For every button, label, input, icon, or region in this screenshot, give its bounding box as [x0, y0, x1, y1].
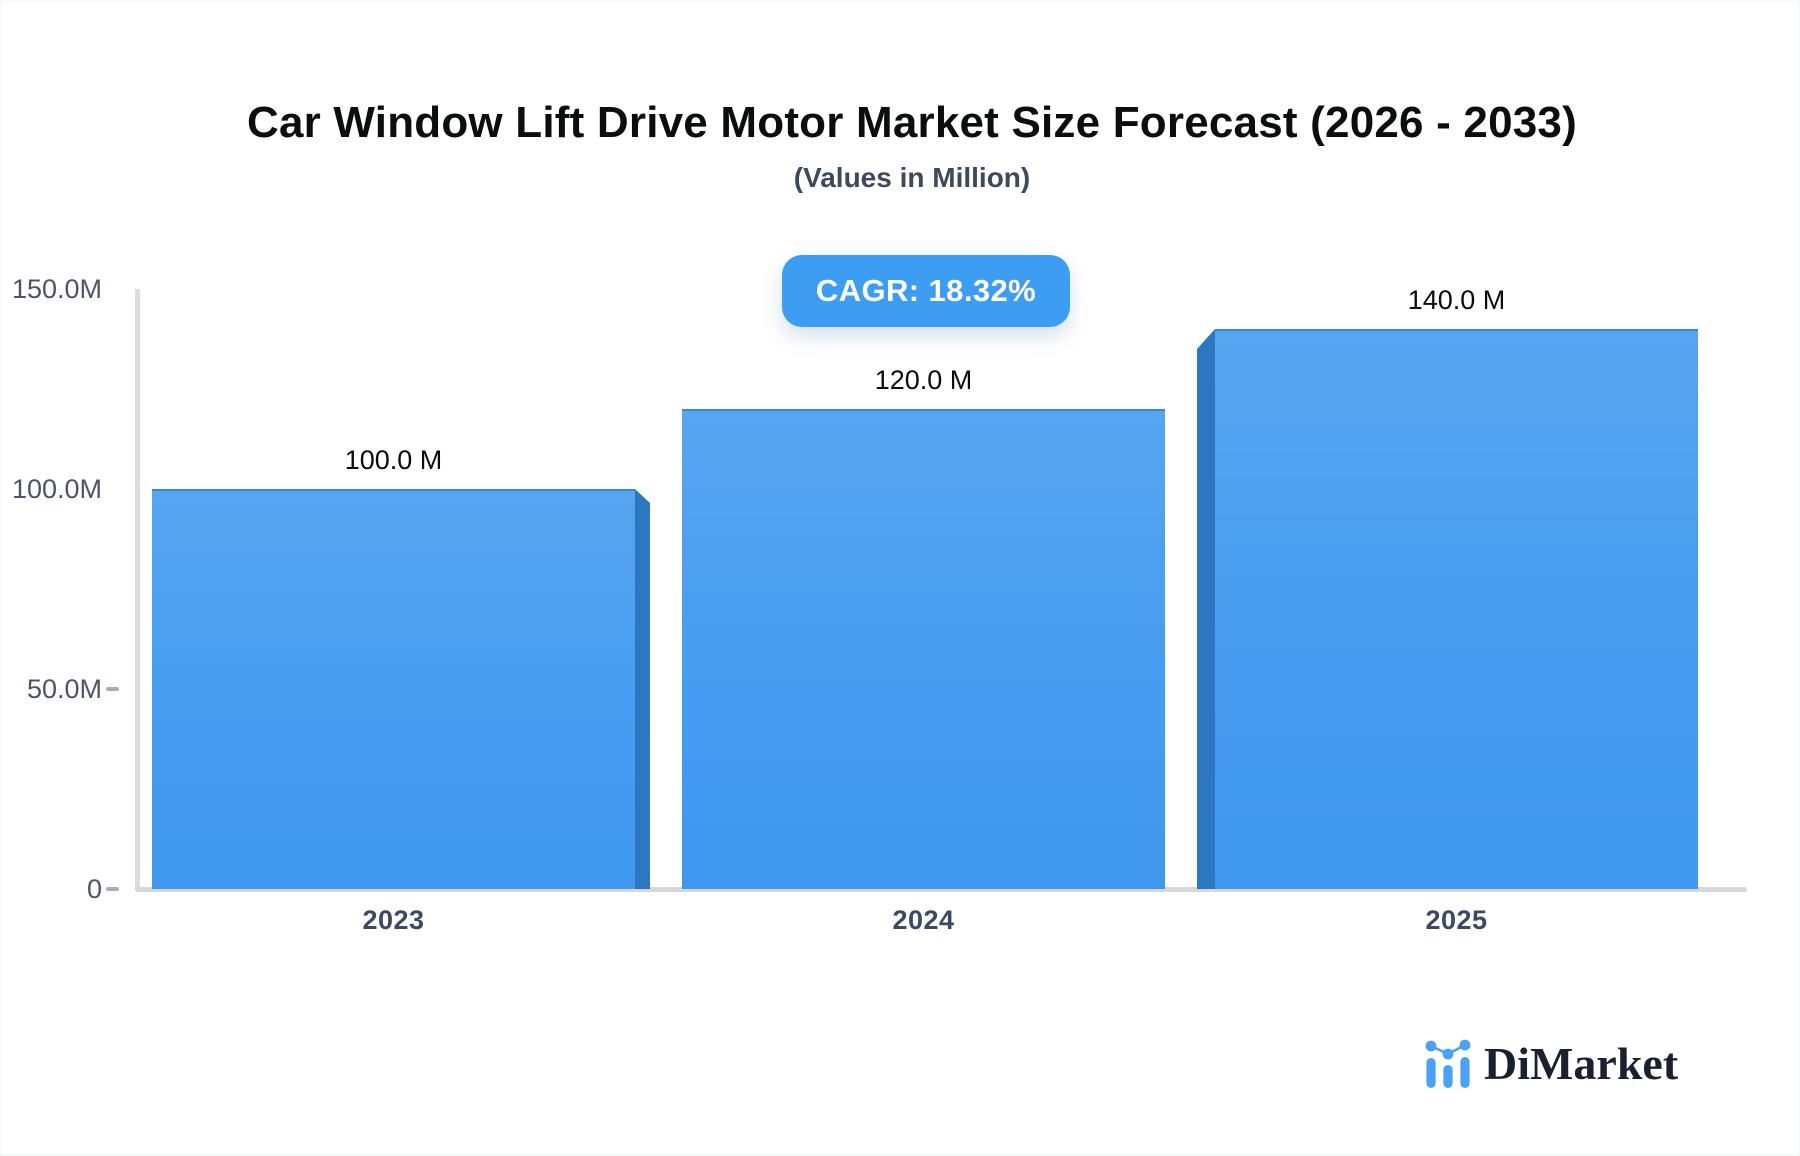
y-tick-mark-0 [106, 887, 119, 891]
cagr-badge: CAGR: 18.32% [782, 255, 1070, 327]
bar-value-label-2024: 120.0 M [874, 365, 973, 395]
bar-2023[interactable] [152, 489, 635, 889]
bar-side-face-2025 [1197, 329, 1215, 889]
x-axis-label-2024: 2024 [892, 905, 955, 935]
x-axis-label-2025: 2025 [1425, 905, 1488, 935]
brand-logo: DiMarket [1424, 1038, 1678, 1088]
cagr-badge-label: CAGR: 18.32% [815, 273, 1037, 308]
brand-name: DiMarket [1484, 1037, 1679, 1089]
y-axis-line [135, 289, 140, 889]
y-tick-label-100.0M: 100.0M [11, 474, 102, 504]
bar-value-label-2025: 140.0 M [1407, 285, 1506, 315]
y-tick-label-0: 0 [86, 874, 102, 904]
x-axis-label-2023: 2023 [362, 905, 425, 935]
bar-2025[interactable] [1215, 329, 1698, 889]
bar-side-face-2023 [635, 489, 650, 889]
y-tick-label-150.0M: 150.0M [11, 274, 102, 304]
x-axis-line [135, 887, 1747, 892]
brand-bars-icon [1425, 1039, 1471, 1088]
y-tick-mark-50.0M [106, 687, 119, 691]
bar-2024[interactable] [682, 409, 1165, 889]
bar-value-label-2023: 100.0 M [344, 445, 443, 475]
chart-title: Car Window Lift Drive Motor Market Size … [247, 98, 1577, 147]
chart-headings: Car Window Lift Drive Motor Market Size … [26, 2, 1798, 194]
y-tick-label-50.0M: 50.0M [26, 674, 102, 704]
chart-subtitle: (Values in Million) [793, 162, 1031, 193]
